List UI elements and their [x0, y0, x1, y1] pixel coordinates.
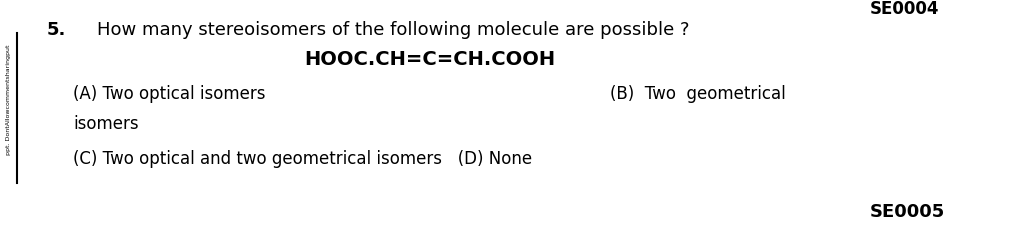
- Text: HOOC.CH=C=CH.COOH: HOOC.CH=C=CH.COOH: [304, 50, 556, 69]
- Text: How many stereoisomers of the following molecule are possible ?: How many stereoisomers of the following …: [97, 21, 689, 39]
- Text: (A) Two optical isomers: (A) Two optical isomers: [73, 85, 265, 103]
- Text: SE0005: SE0005: [870, 203, 945, 221]
- Text: isomers: isomers: [73, 115, 138, 133]
- Text: SE0004: SE0004: [870, 0, 939, 18]
- Text: ppt. DontAllowcommentsharingput: ppt. DontAllowcommentsharingput: [6, 45, 11, 155]
- Text: (C) Two optical and two geometrical isomers   (D) None: (C) Two optical and two geometrical isom…: [73, 150, 532, 168]
- Text: 5.: 5.: [47, 21, 67, 39]
- Text: (B)  Two  geometrical: (B) Two geometrical: [610, 85, 785, 103]
